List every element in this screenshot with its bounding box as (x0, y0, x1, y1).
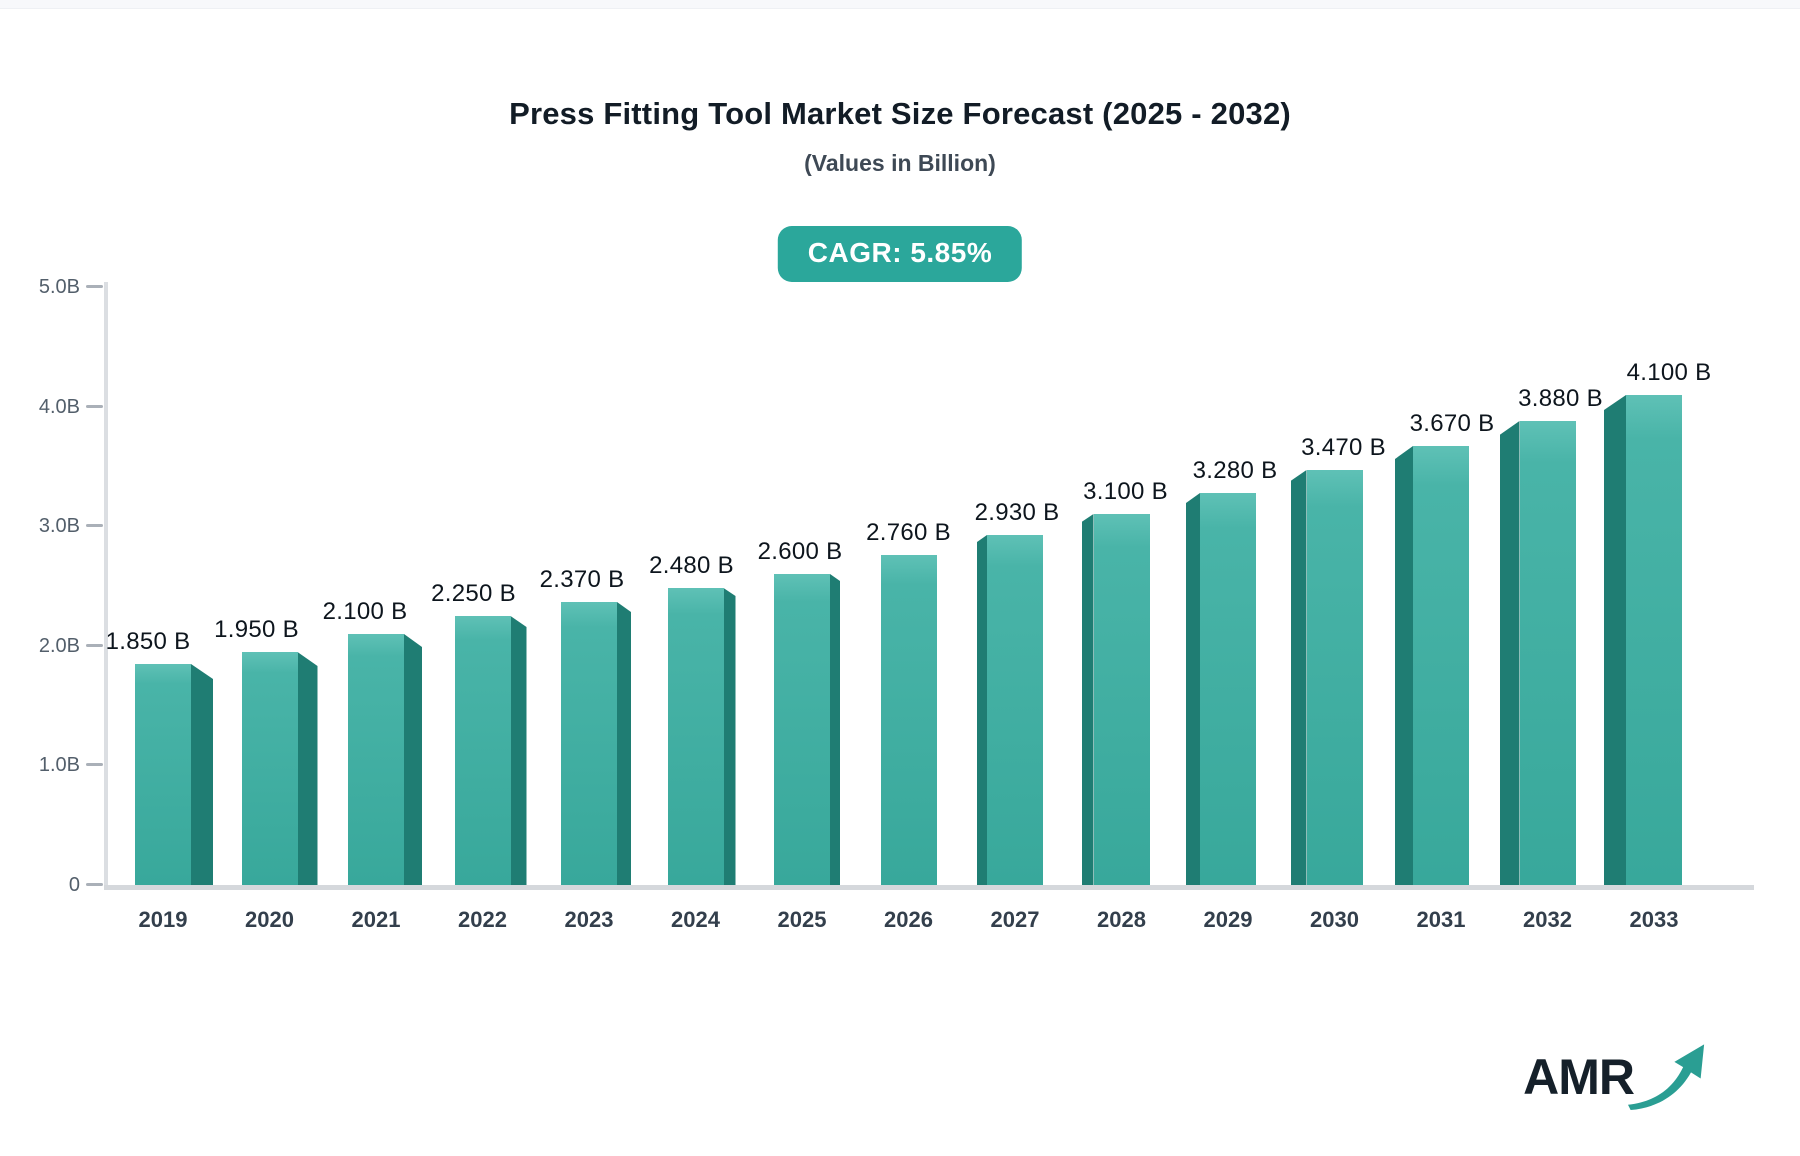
y-axis-tick-label-2.0B: 2.0B (38, 634, 80, 657)
bar-side-face-2022 (510, 616, 527, 885)
bar-2031 (1413, 446, 1469, 885)
bar-side-face-2024 (723, 588, 736, 885)
y-axis-tick-label-0: 0 (68, 874, 80, 896)
x-axis-label-2023: 2023 (564, 907, 614, 932)
bar-value-label-2026: 2.760 B (866, 519, 951, 546)
bar-value-label-2033: 4.100 B (1626, 359, 1712, 386)
bar-side-face-2025 (830, 574, 840, 885)
growth-arrow-icon (1628, 1044, 1705, 1110)
x-axis-label-2019: 2019 (138, 907, 188, 932)
bar-value-label-2023: 2.370 B (539, 566, 625, 593)
bar-side-face-2033 (1604, 395, 1626, 885)
bar-value-label-2027: 2.930 B (974, 499, 1060, 526)
x-axis-label-2029: 2029 (1203, 907, 1253, 932)
x-axis-label-2022: 2022 (458, 907, 507, 932)
y-axis-tick-mark-4.0B (86, 404, 103, 408)
bar-side-face-2021 (404, 634, 422, 885)
x-axis-label-2027: 2027 (990, 907, 1040, 932)
bar-2020 (241, 652, 298, 885)
bar-side-face-2019 (191, 664, 213, 885)
bar-2030 (1306, 470, 1363, 885)
bar-side-face-2030 (1290, 470, 1307, 885)
x-axis-label-2026: 2026 (884, 907, 933, 932)
bar-side-face-2032 (1499, 421, 1520, 885)
bar-2027 (987, 535, 1043, 885)
y-axis-tick-label-3.0B: 3.0B (38, 515, 80, 538)
y-axis-tick-mark-1.0B (86, 763, 103, 767)
bar-2019 (135, 664, 191, 885)
bar-value-label-2022: 2.250 B (431, 580, 516, 607)
bar-value-label-2030: 3.470 B (1301, 434, 1386, 461)
bar-value-label-2031: 3.670 B (1409, 410, 1495, 437)
y-axis-tick-label-5.0B: 5.0B (38, 276, 80, 298)
x-axis-label-2031: 2031 (1416, 907, 1466, 932)
bar-2024 (667, 588, 724, 885)
chart-title: Press Fitting Tool Market Size Forecast … (509, 96, 1291, 131)
bar-value-label-2019: 1.850 B (105, 628, 191, 655)
y-axis-tick-mark-0 (86, 883, 103, 886)
x-axis-label-2025: 2025 (777, 907, 827, 932)
cagr-badge: CAGR: 5.85% (777, 226, 1023, 282)
x-axis-label-2028: 2028 (1097, 907, 1146, 932)
bar-value-label-2029: 3.280 B (1192, 457, 1278, 484)
bar-value-label-2032: 3.880 B (1518, 385, 1603, 412)
x-axis-line (104, 885, 1754, 890)
y-axis-tick-label-1.0B: 1.0B (38, 754, 80, 777)
bar-2022 (454, 616, 511, 885)
x-axis-label-2021: 2021 (351, 907, 401, 932)
bar-2021 (348, 634, 404, 885)
x-axis-label-2020: 2020 (245, 907, 294, 932)
y-axis-line (104, 282, 108, 890)
bar-2023 (561, 602, 617, 885)
brand-logo-text: AMR (1523, 1049, 1635, 1105)
bar-value-label-2021: 2.100 B (322, 598, 408, 625)
bar-2033 (1626, 395, 1682, 885)
y-axis-tick-label-4.0B: 4.0B (38, 395, 80, 418)
bar-2025 (774, 574, 830, 885)
bar-2032 (1519, 421, 1576, 885)
y-axis-tick-mark-5.0B (86, 285, 103, 288)
bar-2028 (1093, 514, 1150, 885)
y-axis-tick-mark-3.0B (86, 524, 103, 528)
page-top-strip (0, 0, 1800, 9)
x-axis-label-2030: 2030 (1310, 907, 1359, 932)
bar-2026 (880, 555, 937, 885)
chart-subtitle: (Values in Billion) (804, 150, 996, 176)
bar-side-face-2028 (1081, 514, 1094, 885)
bar-side-face-2029 (1186, 493, 1200, 885)
brand-logo: AMR (1523, 1044, 1714, 1110)
bar-side-face-2027 (977, 535, 987, 885)
bar-2029 (1200, 493, 1256, 885)
x-axis-label-2032: 2032 (1523, 907, 1572, 932)
bar-value-label-2025: 2.600 B (757, 538, 843, 565)
bar-side-face-2023 (617, 602, 631, 885)
bar-value-label-2024: 2.480 B (649, 552, 734, 579)
bar-side-face-2031 (1395, 446, 1413, 885)
bar-value-label-2020: 1.950 B (214, 616, 299, 643)
x-axis-label-2024: 2024 (671, 907, 720, 932)
bar-side-face-2020 (297, 652, 318, 885)
y-axis-tick-mark-2.0B (86, 643, 103, 647)
bar-value-label-2028: 3.100 B (1083, 478, 1168, 505)
x-axis-label-2033: 2033 (1629, 907, 1679, 932)
